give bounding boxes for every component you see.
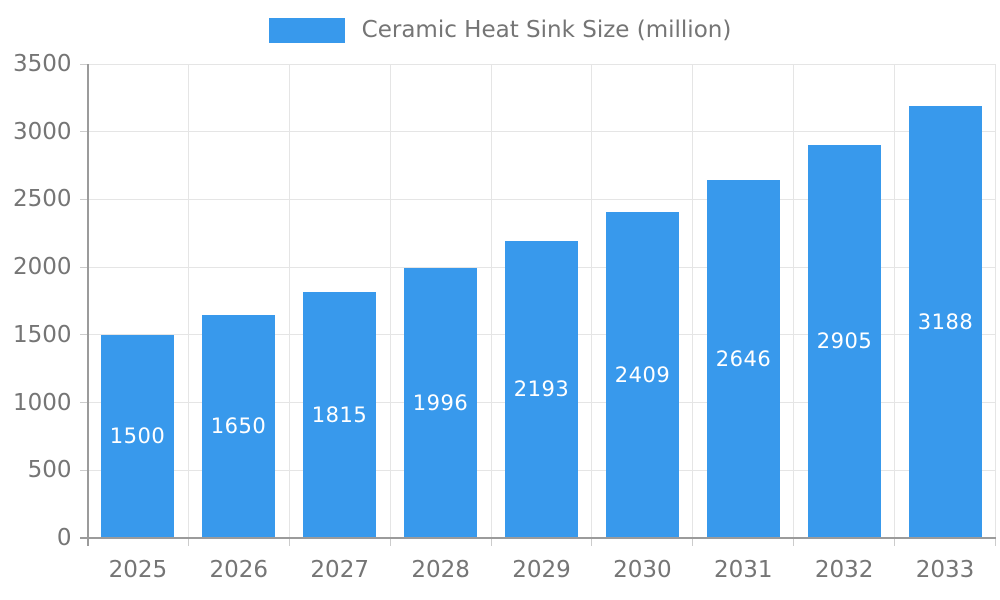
x-axis-tick-label: 2026 xyxy=(209,557,269,583)
y-axis-tick-label: 3000 xyxy=(12,118,72,145)
gridline-horizontal xyxy=(87,63,996,65)
legend: Ceramic Heat Sink Size (million) xyxy=(0,16,1000,44)
y-axis-tick-label: 3500 xyxy=(12,51,72,77)
bar-value-label: 1650 xyxy=(210,414,267,439)
y-axis-tick-label: 2500 xyxy=(12,186,72,213)
y-axis-tick-label: 0 xyxy=(56,525,72,551)
gridline-vertical xyxy=(995,64,996,538)
y-axis-tick-label: 1500 xyxy=(12,321,72,348)
x-axis-tick xyxy=(591,538,593,546)
x-axis-line xyxy=(79,537,996,539)
gridline-vertical xyxy=(389,64,391,538)
x-axis-tick xyxy=(187,538,189,546)
bar-value-label: 2409 xyxy=(614,362,671,387)
bar-2028: 1996 xyxy=(404,267,477,538)
legend-label: Ceramic Heat Sink Size (million) xyxy=(361,17,732,43)
y-axis-line xyxy=(86,64,89,546)
x-axis-tick-label: 2033 xyxy=(915,557,975,583)
x-axis-tick xyxy=(793,538,795,546)
gridline-vertical xyxy=(793,64,795,538)
gridline-vertical xyxy=(692,64,694,538)
bar-2029: 2193 xyxy=(505,241,578,538)
x-axis-tick-label: 2027 xyxy=(310,557,369,583)
y-axis-tick xyxy=(79,266,88,268)
y-axis-tick xyxy=(79,469,88,471)
y-axis-tick-label: 2000 xyxy=(12,254,72,281)
bar-value-label: 2193 xyxy=(513,377,570,402)
x-axis-tick-label: 2030 xyxy=(613,557,672,583)
x-axis-tick xyxy=(389,538,391,546)
bar-value-label: 3188 xyxy=(917,310,974,335)
x-axis-tick-label: 2032 xyxy=(814,557,874,583)
bar-value-label: 1996 xyxy=(412,390,469,415)
x-axis-tick xyxy=(490,538,492,546)
y-axis-tick xyxy=(79,63,88,65)
x-axis-tick-label: 2031 xyxy=(713,557,773,583)
y-axis-tick xyxy=(79,198,88,200)
bar-value-label: 1500 xyxy=(109,424,166,449)
gridline-vertical xyxy=(187,64,189,538)
gridline-vertical xyxy=(490,64,492,538)
x-axis-tick-label: 2029 xyxy=(512,557,571,583)
gridline-vertical xyxy=(591,64,593,538)
x-axis-tick xyxy=(894,538,896,546)
gridline-horizontal xyxy=(87,131,996,133)
gridline-horizontal xyxy=(87,198,996,200)
x-axis-tick-label: 2028 xyxy=(411,557,470,583)
x-axis-tick xyxy=(692,538,694,546)
bar-value-label: 2905 xyxy=(816,329,873,354)
bar-2030: 2409 xyxy=(606,211,679,538)
bar-2027: 1815 xyxy=(303,292,376,538)
x-axis-tick xyxy=(995,538,996,546)
legend-swatch xyxy=(268,17,345,43)
bar-2033: 3188 xyxy=(909,106,982,538)
gridline-vertical xyxy=(288,64,290,538)
bar-2026: 1650 xyxy=(202,314,275,538)
bar-value-label: 1815 xyxy=(311,403,368,428)
legend-item[interactable]: Ceramic Heat Sink Size (million) xyxy=(268,16,732,44)
y-axis-tick xyxy=(79,334,88,336)
x-axis-tick xyxy=(288,538,290,546)
y-axis-tick xyxy=(79,131,88,133)
bar-value-label: 2646 xyxy=(715,346,772,371)
y-axis-tick xyxy=(79,402,88,404)
bar-2032: 2905 xyxy=(808,144,881,538)
y-axis-tick-label: 500 xyxy=(27,457,72,484)
gridline-vertical xyxy=(894,64,896,538)
y-axis-tick-label: 1000 xyxy=(12,389,72,416)
bar-2031: 2646 xyxy=(707,179,780,538)
bar-2025: 1500 xyxy=(101,334,174,538)
x-axis-tick-label: 2025 xyxy=(108,557,168,583)
